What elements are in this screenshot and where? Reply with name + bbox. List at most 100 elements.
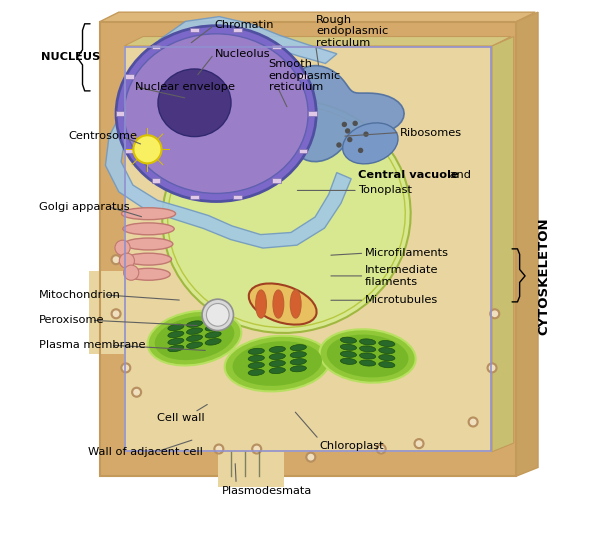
- Circle shape: [113, 257, 119, 262]
- Circle shape: [470, 419, 476, 425]
- Text: Central vacuole: Central vacuole: [358, 170, 459, 180]
- Polygon shape: [492, 37, 514, 452]
- Polygon shape: [517, 12, 538, 476]
- Ellipse shape: [343, 123, 398, 164]
- Bar: [233, 28, 242, 32]
- Ellipse shape: [205, 332, 221, 338]
- Ellipse shape: [290, 352, 307, 358]
- Ellipse shape: [123, 223, 174, 235]
- Circle shape: [490, 365, 495, 371]
- Ellipse shape: [187, 342, 203, 348]
- Polygon shape: [106, 17, 351, 248]
- Bar: [125, 149, 134, 153]
- Polygon shape: [100, 12, 535, 22]
- Text: Nuclear envelope: Nuclear envelope: [135, 82, 235, 91]
- Ellipse shape: [119, 253, 134, 268]
- Circle shape: [345, 128, 350, 134]
- Text: NUCLEUS: NUCLEUS: [41, 52, 101, 62]
- Bar: [299, 74, 307, 78]
- Ellipse shape: [187, 335, 203, 341]
- Ellipse shape: [158, 69, 231, 136]
- Circle shape: [487, 363, 497, 373]
- Text: Plasmodesmata: Plasmodesmata: [221, 486, 312, 496]
- Circle shape: [416, 441, 422, 446]
- Text: Peroxisome: Peroxisome: [39, 315, 105, 325]
- Text: Golgi apparatus: Golgi apparatus: [39, 202, 130, 212]
- Ellipse shape: [148, 311, 241, 366]
- Text: Intermediate
filaments: Intermediate filaments: [365, 265, 439, 287]
- Text: and: and: [359, 170, 471, 180]
- Bar: [125, 74, 134, 78]
- Ellipse shape: [256, 290, 266, 318]
- Circle shape: [308, 454, 314, 460]
- Ellipse shape: [127, 268, 170, 280]
- Ellipse shape: [359, 353, 376, 359]
- Text: Centrosome: Centrosome: [68, 131, 137, 141]
- Text: CYTOSKELETON: CYTOSKELETON: [537, 217, 550, 335]
- Ellipse shape: [162, 100, 410, 333]
- Ellipse shape: [248, 370, 265, 375]
- Circle shape: [363, 131, 369, 137]
- Circle shape: [352, 121, 358, 126]
- Text: Microfilaments: Microfilaments: [365, 248, 449, 258]
- Ellipse shape: [359, 346, 376, 352]
- Text: Ribosomes: Ribosomes: [400, 128, 462, 137]
- Circle shape: [133, 135, 161, 163]
- Text: Mitochondrion: Mitochondrion: [39, 290, 121, 300]
- Ellipse shape: [290, 366, 307, 372]
- Ellipse shape: [168, 331, 184, 338]
- Bar: [233, 195, 242, 199]
- Ellipse shape: [168, 345, 184, 352]
- Ellipse shape: [340, 337, 356, 344]
- Ellipse shape: [290, 290, 301, 318]
- Ellipse shape: [269, 367, 286, 374]
- Circle shape: [414, 439, 424, 448]
- Circle shape: [254, 446, 259, 452]
- Bar: [152, 44, 160, 49]
- Text: Chromatin: Chromatin: [215, 21, 274, 30]
- Ellipse shape: [187, 321, 203, 327]
- Text: Chloroplast: Chloroplast: [319, 441, 383, 451]
- Ellipse shape: [359, 360, 376, 366]
- Circle shape: [341, 122, 347, 127]
- Text: Rough
endoplasmic
reticulum: Rough endoplasmic reticulum: [316, 15, 388, 48]
- Text: Plasma membrane: Plasma membrane: [39, 340, 146, 350]
- Ellipse shape: [249, 283, 317, 325]
- Circle shape: [306, 452, 316, 462]
- Text: Wall of adjacent cell: Wall of adjacent cell: [88, 447, 203, 457]
- Circle shape: [468, 417, 478, 427]
- Ellipse shape: [379, 347, 395, 354]
- Bar: [190, 28, 199, 32]
- Circle shape: [123, 365, 128, 371]
- Bar: [190, 195, 199, 199]
- Circle shape: [358, 148, 363, 153]
- Circle shape: [134, 390, 139, 395]
- Ellipse shape: [187, 328, 203, 334]
- Ellipse shape: [248, 355, 265, 361]
- Ellipse shape: [273, 290, 284, 318]
- Text: Smooth
endoplasmic
reticulum: Smooth endoplasmic reticulum: [269, 59, 341, 93]
- Ellipse shape: [248, 362, 265, 368]
- Ellipse shape: [327, 334, 409, 378]
- Circle shape: [111, 255, 121, 265]
- Ellipse shape: [290, 359, 307, 365]
- Ellipse shape: [125, 253, 172, 265]
- Bar: [308, 111, 317, 116]
- Ellipse shape: [224, 335, 330, 392]
- Bar: [152, 179, 160, 183]
- Ellipse shape: [340, 358, 356, 365]
- Polygon shape: [294, 65, 404, 162]
- Bar: [299, 149, 307, 153]
- Circle shape: [376, 444, 386, 454]
- Bar: [116, 111, 124, 116]
- Ellipse shape: [269, 346, 286, 353]
- Ellipse shape: [205, 339, 221, 345]
- Ellipse shape: [269, 353, 286, 360]
- Ellipse shape: [290, 345, 307, 351]
- Bar: [272, 44, 281, 49]
- Ellipse shape: [233, 341, 322, 386]
- Ellipse shape: [340, 344, 356, 351]
- Circle shape: [214, 444, 224, 454]
- Polygon shape: [124, 37, 511, 46]
- Circle shape: [347, 137, 352, 142]
